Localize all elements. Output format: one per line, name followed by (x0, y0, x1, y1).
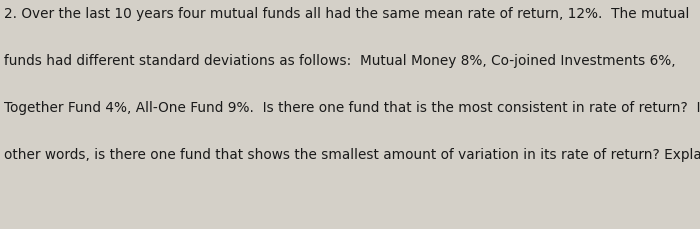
Text: funds had different standard deviations as follows:  Mutual Money 8%, Co-joined : funds had different standard deviations … (4, 54, 675, 68)
Text: 2. Over the last 10 years four mutual funds all had the same mean rate of return: 2. Over the last 10 years four mutual fu… (4, 7, 689, 21)
Text: other words, is there one fund that shows the smallest amount of variation in it: other words, is there one fund that show… (4, 148, 700, 162)
Text: Together Fund 4%, All-One Fund 9%.  Is there one fund that is the most consisten: Together Fund 4%, All-One Fund 9%. Is th… (4, 101, 700, 115)
